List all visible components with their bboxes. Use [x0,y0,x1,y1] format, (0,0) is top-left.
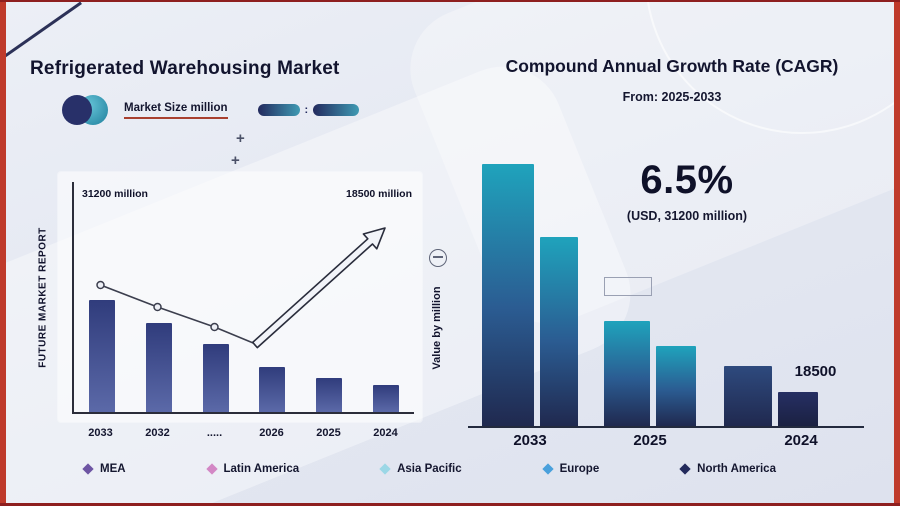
cagr-subtitle: From: 2025-2033 [622,90,722,104]
right-red-edge [894,0,900,506]
cagr-bar-group [482,164,578,426]
market-bar [202,344,229,412]
market-size-chart: 31200 million 18500 million [58,172,422,422]
legend-label: Asia Pacific [397,463,462,475]
min-value-label: 18500 million [346,188,412,200]
legend-item: Europe [541,463,600,475]
legend-diamond-icon [205,463,218,475]
legend-label: Latin America [223,463,300,475]
legend-label: MEA [100,463,126,475]
legend-item: MEA [82,463,126,475]
cagr-bar-group [604,321,696,426]
cagr-bar [540,237,578,426]
bottom-red-line [0,503,900,506]
x-tick-label: 2032 [145,427,170,439]
decorative-diagonal-line [0,1,82,61]
value-annotation: 18500 [794,363,837,380]
cagr-bar [778,392,818,426]
bar-column [131,323,188,412]
market-bar [259,367,286,412]
gradient-pill [257,104,300,116]
x-tick-label: 2025 [633,432,667,449]
max-value-label: 31200 million [82,188,148,200]
x-tick-label: ..... [206,427,223,439]
x-tick-label: 2033 [513,432,547,449]
decorative-pills: : [257,104,360,116]
bar-column [357,385,414,412]
market-bar [89,300,116,412]
market-bar [146,323,172,412]
page-title: Refrigerated Warehousing Market [30,58,340,79]
cagr-value: 6.5% [640,158,734,202]
legend-label: Europe [559,463,600,475]
legend-diamond-icon [379,463,391,475]
cagr-bar [482,164,534,426]
x-tick-label: 2033 [88,427,113,439]
bar-column [187,344,244,412]
market-size-legend: Market Size million : [62,95,360,125]
cagr-bar [724,366,772,426]
colon-glyph: : [304,104,309,116]
market-bar [316,378,343,412]
bar-column [244,367,301,412]
bar-column [74,300,131,412]
x-tick-label: 2024 [784,432,818,449]
legend-diamond-icon [679,463,691,475]
x-tick-label: 2024 [373,427,398,439]
legend-diamond-icon [541,463,554,475]
left-chart-ylabel: FUTURE MARKET REPORT [37,227,49,368]
market-bar [372,385,399,412]
legend-item: North America [679,463,776,475]
cagr-bar-group [724,366,818,426]
left-red-edge [0,0,6,506]
region-legend: MEA Latin America Asia Pacific Europe North … [82,463,776,475]
legend-item: Latin America [205,463,300,475]
cagr-bar [604,321,650,426]
plus-glyph: + [231,152,240,169]
x-tick-label: 2025 [316,427,341,439]
legend-diamond-icon [82,463,94,475]
cagr-chart: 18500 2033 2025 2024 [468,159,864,449]
market-size-label: Market Size million [124,102,228,119]
market-bars [74,182,414,412]
market-xlabels: 2033 2032..... 2026 2025 2024 [72,427,414,439]
decorative-outline-rect [604,277,652,296]
legend-label: North America [697,463,776,475]
legend-item: Asia Pacific [379,463,462,475]
bar-column [301,378,358,412]
top-red-line [0,0,900,2]
right-chart-ylabel: Value by million [431,286,443,370]
cagr-bar [656,346,696,426]
plus-glyph: + [236,130,245,147]
minus-circle-icon [429,249,447,267]
cagr-detail: (USD, 31200 million) [626,209,748,223]
x-tick-label: 2026 [259,427,284,439]
market-size-icon [62,95,110,125]
plot-area [72,182,414,414]
cagr-title: Compound Annual Growth Rate (CAGR) [505,56,839,76]
gradient-pill [313,104,360,116]
cagr-value-block: 6.5% (USD, 31200 million) [577,158,797,223]
